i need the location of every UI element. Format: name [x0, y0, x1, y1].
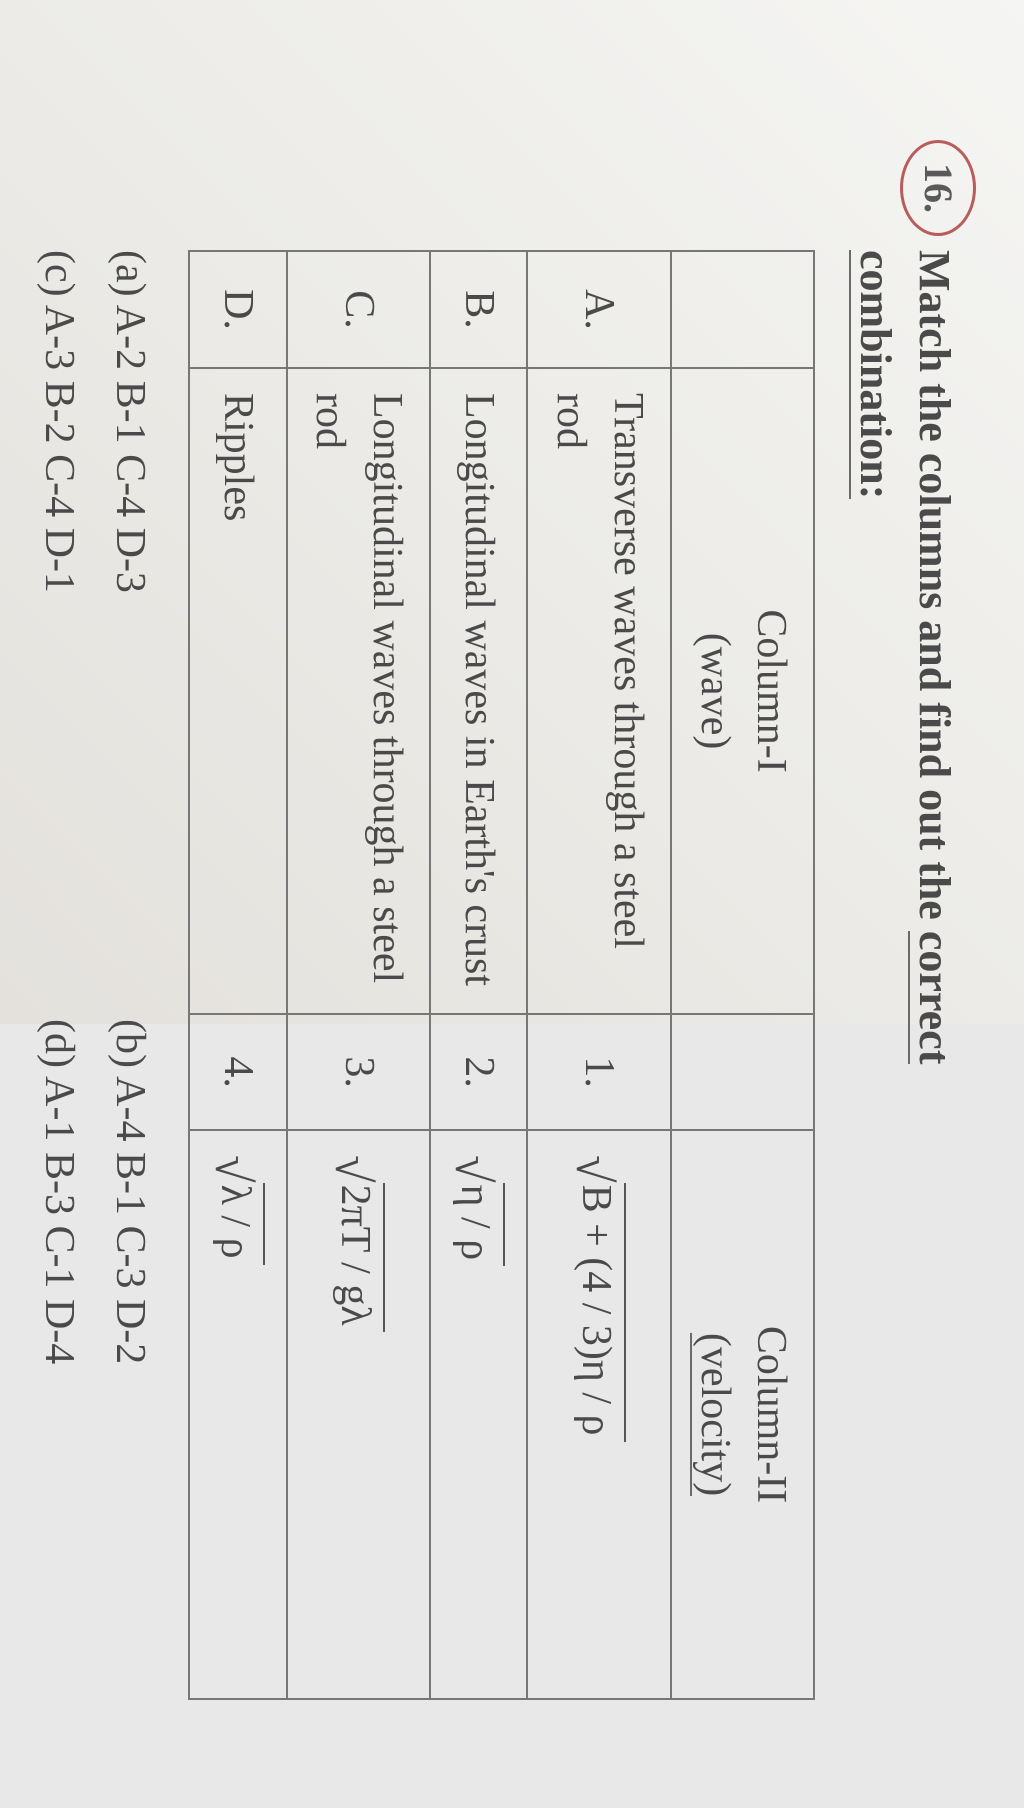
row-formula: √λ / ρ — [189, 1130, 287, 1699]
sqrt-icon: √ — [319, 1155, 387, 1182]
sqrt-icon: √ — [439, 1155, 507, 1182]
table-row: C. Longitudinal waves through a steel ro… — [287, 251, 430, 1699]
table-head-blank-2 — [671, 1014, 814, 1130]
table-row: D. Ripples 4. √λ / ρ — [189, 251, 287, 1699]
row-formula: √B + (4 / 3)η / ρ — [527, 1130, 670, 1699]
question-number-circle: 16. — [900, 140, 976, 236]
row-wave: Longitudinal waves through a steel rod — [287, 368, 430, 1014]
next-q-num: 17. — [0, 180, 4, 233]
table-row: A. Transverse waves through a steel rod … — [527, 251, 670, 1699]
row-wave: Transverse waves through a steel rod — [527, 368, 670, 1014]
stem-line-1: Match the columns and find out the corre… — [908, 250, 959, 1064]
answer-options: (a) A-2 B-1 C-4 D-3 (b) A-4 B-1 C-3 D-2 … — [31, 250, 158, 1728]
option-b[interactable]: (b) A-4 B-1 C-3 D-2 — [101, 1019, 158, 1728]
radicand: 2πT / gλ — [326, 1183, 385, 1332]
radicand: η / ρ — [447, 1183, 506, 1267]
row-wave: Ripples — [189, 368, 287, 1014]
row-formula: √η / ρ — [430, 1130, 528, 1699]
row-wave: Longitudinal waves in Earth's crust — [430, 368, 528, 1014]
row-formula: √2πT / gλ — [287, 1130, 430, 1699]
table-head-col2-sub: (velocity) — [690, 1333, 738, 1496]
row-num: 4. — [189, 1014, 287, 1130]
table-head-col2: Column-II (velocity) — [671, 1130, 814, 1699]
table-head-col1: Column-I (wave) — [671, 368, 814, 1014]
stem-line-2: combination: — [849, 250, 900, 499]
row-num: 3. — [287, 1014, 430, 1130]
radicand: λ / ρ — [206, 1183, 265, 1265]
sqrt-icon: √ — [198, 1155, 266, 1182]
option-d[interactable]: (d) A-1 B-3 C-1 D-4 — [31, 1019, 88, 1728]
row-num: 1. — [527, 1014, 670, 1130]
table-row: B. Longitudinal waves in Earth's crust 2… — [430, 251, 528, 1699]
radicand: B + (4 / 3)η / ρ — [567, 1183, 626, 1442]
option-a[interactable]: (a) A-2 B-1 C-4 D-3 — [101, 250, 158, 959]
row-num: 2. — [430, 1014, 528, 1130]
table-head-blank-1 — [671, 251, 814, 368]
row-label: A. — [527, 251, 670, 368]
table-head-col1-sub: (wave) — [692, 633, 738, 750]
table-head-col2-text: Column-II — [748, 1326, 794, 1503]
question-number: 16. — [911, 163, 965, 213]
option-c[interactable]: (c) A-3 B-2 C-4 D-1 — [31, 250, 88, 959]
row-label: C. — [287, 251, 430, 368]
match-table: Column-I (wave) Column-II (velocity) A. … — [188, 250, 815, 1700]
next-question-partial: 17. The displacement of a particle execu… — [0, 180, 9, 1728]
sqrt-icon: √ — [559, 1155, 627, 1182]
question-stem: Match the columns and find out the corre… — [845, 250, 964, 1728]
row-label: D. — [189, 251, 287, 368]
next-q-text: The displacement of a particle executing… — [0, 263, 4, 1068]
row-label: B. — [430, 251, 528, 368]
table-head-col1-text: Column-I — [748, 609, 794, 772]
